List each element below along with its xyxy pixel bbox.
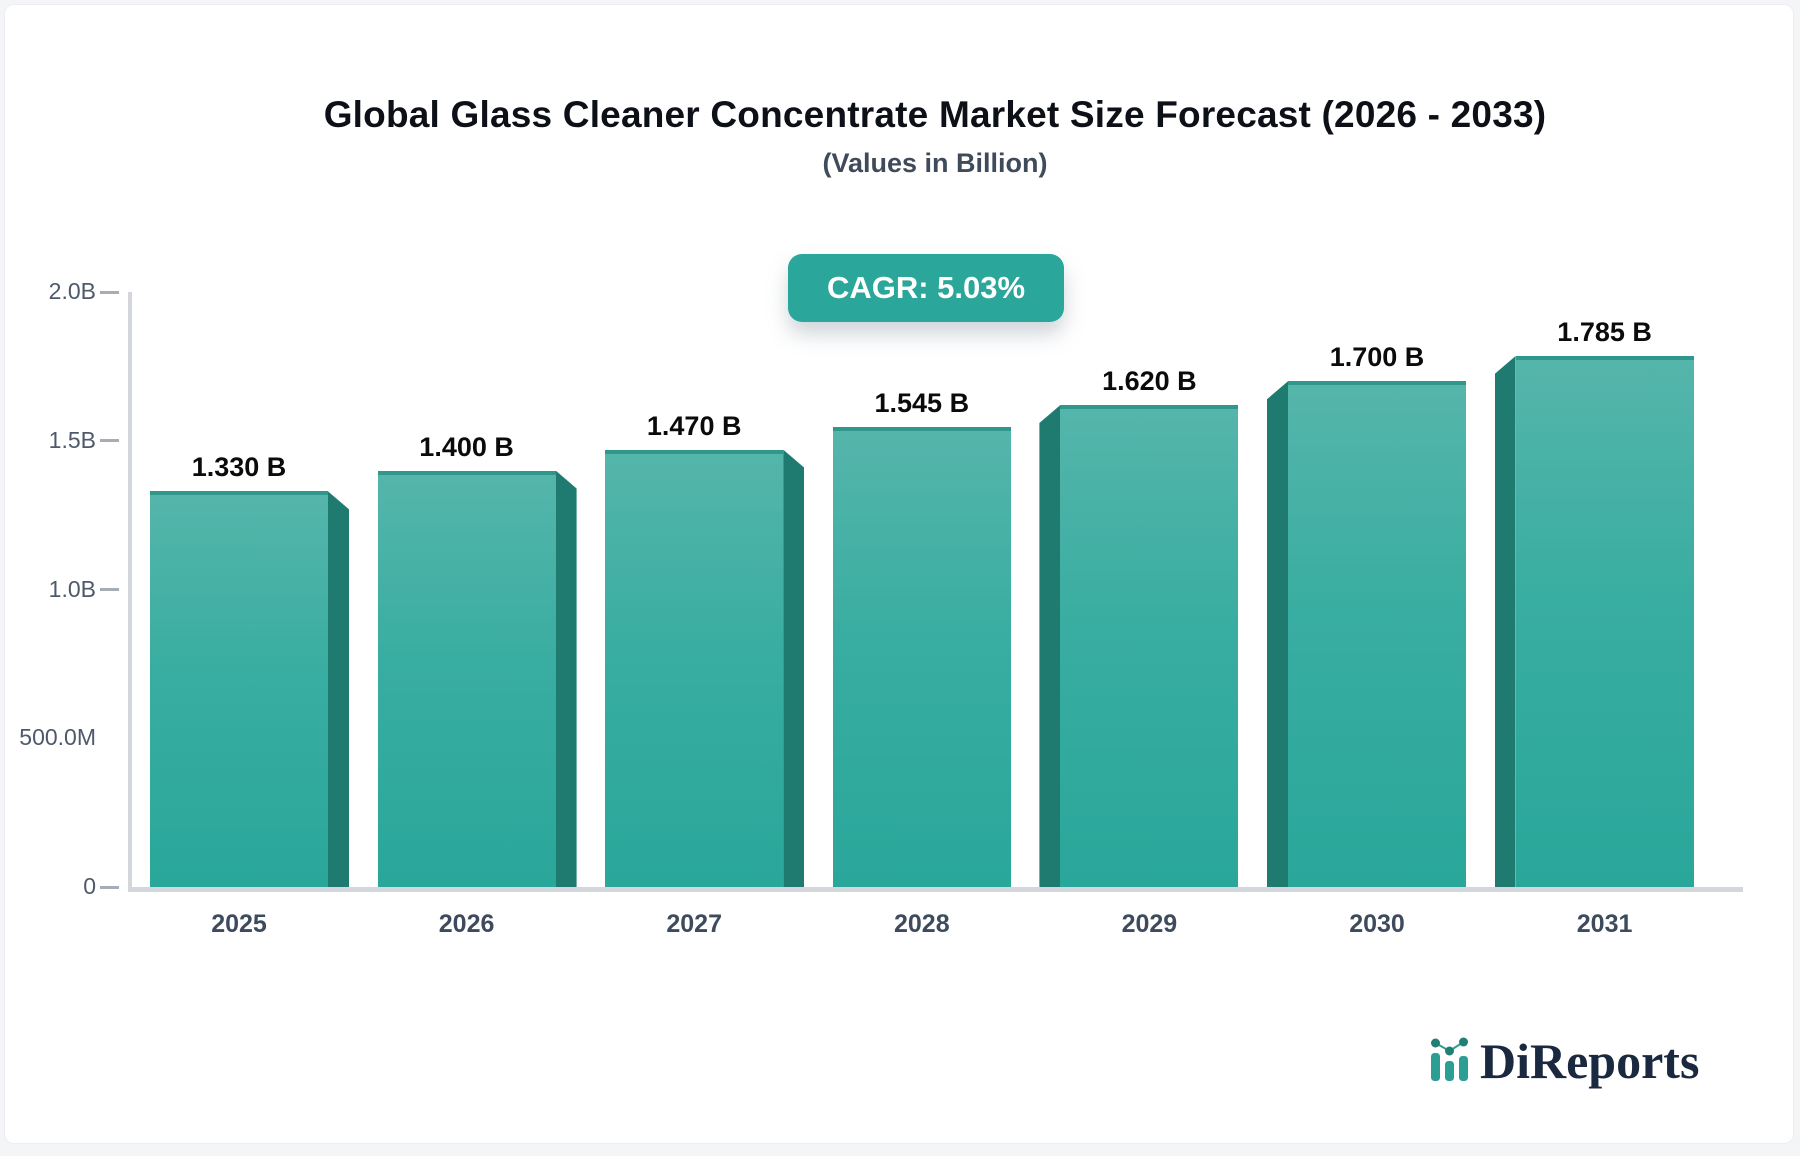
bar: [150, 491, 328, 887]
bar-value-label: 1.620 B: [1102, 366, 1197, 397]
bar-value-label: 1.400 B: [419, 431, 514, 462]
bar-3d-side: [783, 449, 805, 887]
y-axis-tick-label: 1.5B: [48, 426, 96, 453]
x-axis-label: 2027: [666, 910, 722, 938]
y-axis-tick-label: 2.0B: [48, 278, 96, 304]
x-axis-label: 2025: [211, 910, 267, 938]
bar: [832, 427, 1011, 887]
y-axis-tick: [100, 885, 119, 889]
x-axis-label: 2026: [438, 910, 495, 938]
x-axis-label: 2031: [1576, 910, 1633, 938]
bar-3d-side: [1039, 405, 1061, 887]
y-axis-tick: [100, 439, 119, 443]
x-axis-label: 2030: [1349, 910, 1405, 938]
y-axis-tick-label: 0: [83, 873, 96, 899]
bar-line-chart-icon: [1431, 1037, 1468, 1081]
y-axis-tick: [100, 290, 119, 294]
bar: [1515, 355, 1694, 887]
bar-value-label: 1.785 B: [1557, 316, 1652, 347]
bar-value-label: 1.470 B: [646, 410, 742, 441]
bar: [1288, 381, 1466, 887]
bar-3d-side: [555, 470, 577, 887]
chart-title: Global Glass Cleaner Concentrate Market …: [323, 94, 1547, 135]
bar: [377, 470, 556, 887]
bar-3d-side: [1494, 355, 1516, 887]
x-axis-label: 2029: [1121, 910, 1178, 938]
x-axis-label: 2028: [893, 910, 950, 938]
y-axis-tick: [100, 588, 119, 591]
logo-text: DiReports: [1480, 1033, 1700, 1089]
y-axis-tick-label: 1.0B: [48, 575, 96, 602]
y-axis-line: [128, 292, 132, 888]
bar-value-label: 1.545 B: [874, 388, 970, 419]
bar: [605, 449, 784, 887]
bar-value-label: 1.700 B: [1329, 342, 1425, 373]
y-axis-tick-label: 500.0M: [19, 724, 96, 751]
x-axis-line: [128, 887, 1743, 892]
bar-value-label: 1.330 B: [191, 452, 287, 483]
bar-3d-side: [1267, 381, 1288, 887]
bar: [1060, 405, 1239, 887]
cagr-badge: CAGR: 5.03%: [788, 254, 1064, 322]
chart-subtitle: (Values in Billion): [822, 148, 1048, 178]
direports-logo: DiReports: [1428, 1036, 1699, 1086]
cagr-badge-label: CAGR: 5.03%: [826, 270, 1026, 305]
bar-3d-side: [328, 491, 349, 887]
